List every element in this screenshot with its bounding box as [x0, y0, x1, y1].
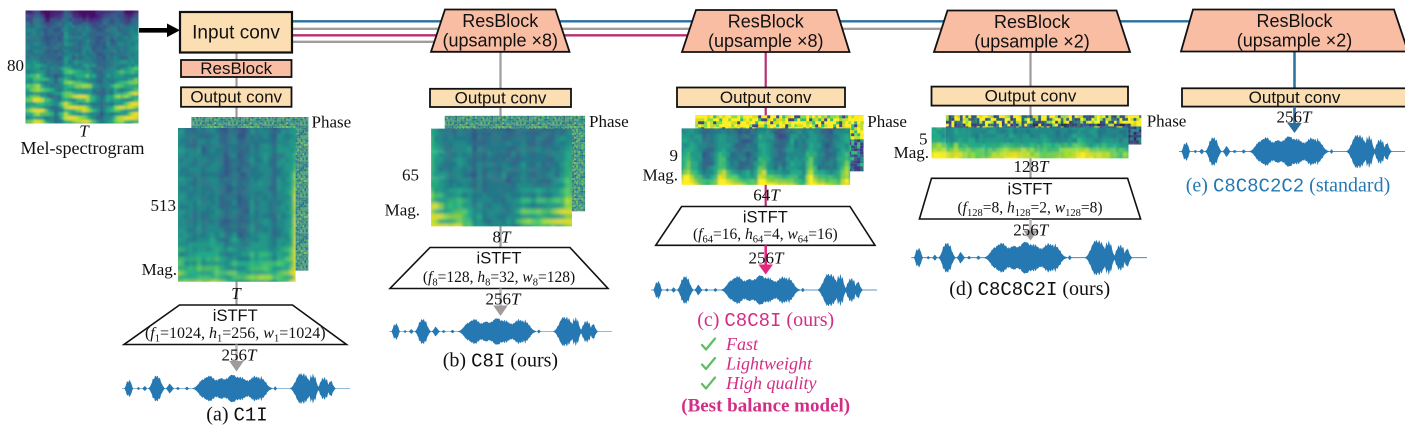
svg-text:ResBlock: ResBlock: [200, 59, 272, 78]
svg-text:(upsample ×2): (upsample ×2): [974, 32, 1090, 52]
svg-text:Output conv: Output conv: [985, 87, 1077, 106]
svg-text:(upsample ×8): (upsample ×8): [442, 31, 558, 51]
svg-text:ResBlock: ResBlock: [1256, 11, 1333, 31]
svg-text:ResBlock: ResBlock: [462, 11, 539, 31]
svg-text:(upsample ×2): (upsample ×2): [1237, 31, 1353, 51]
svg-text:Output conv: Output conv: [455, 88, 547, 107]
svg-text:ResBlock: ResBlock: [728, 12, 805, 32]
svg-text:ResBlock: ResBlock: [994, 12, 1071, 32]
svg-text:Output conv: Output conv: [190, 88, 282, 107]
svg-text:Output conv: Output conv: [1249, 88, 1341, 107]
svg-text:Input conv: Input conv: [192, 23, 280, 44]
svg-text:(upsample ×8): (upsample ×8): [708, 31, 824, 51]
svg-text:Output conv: Output conv: [720, 88, 812, 107]
